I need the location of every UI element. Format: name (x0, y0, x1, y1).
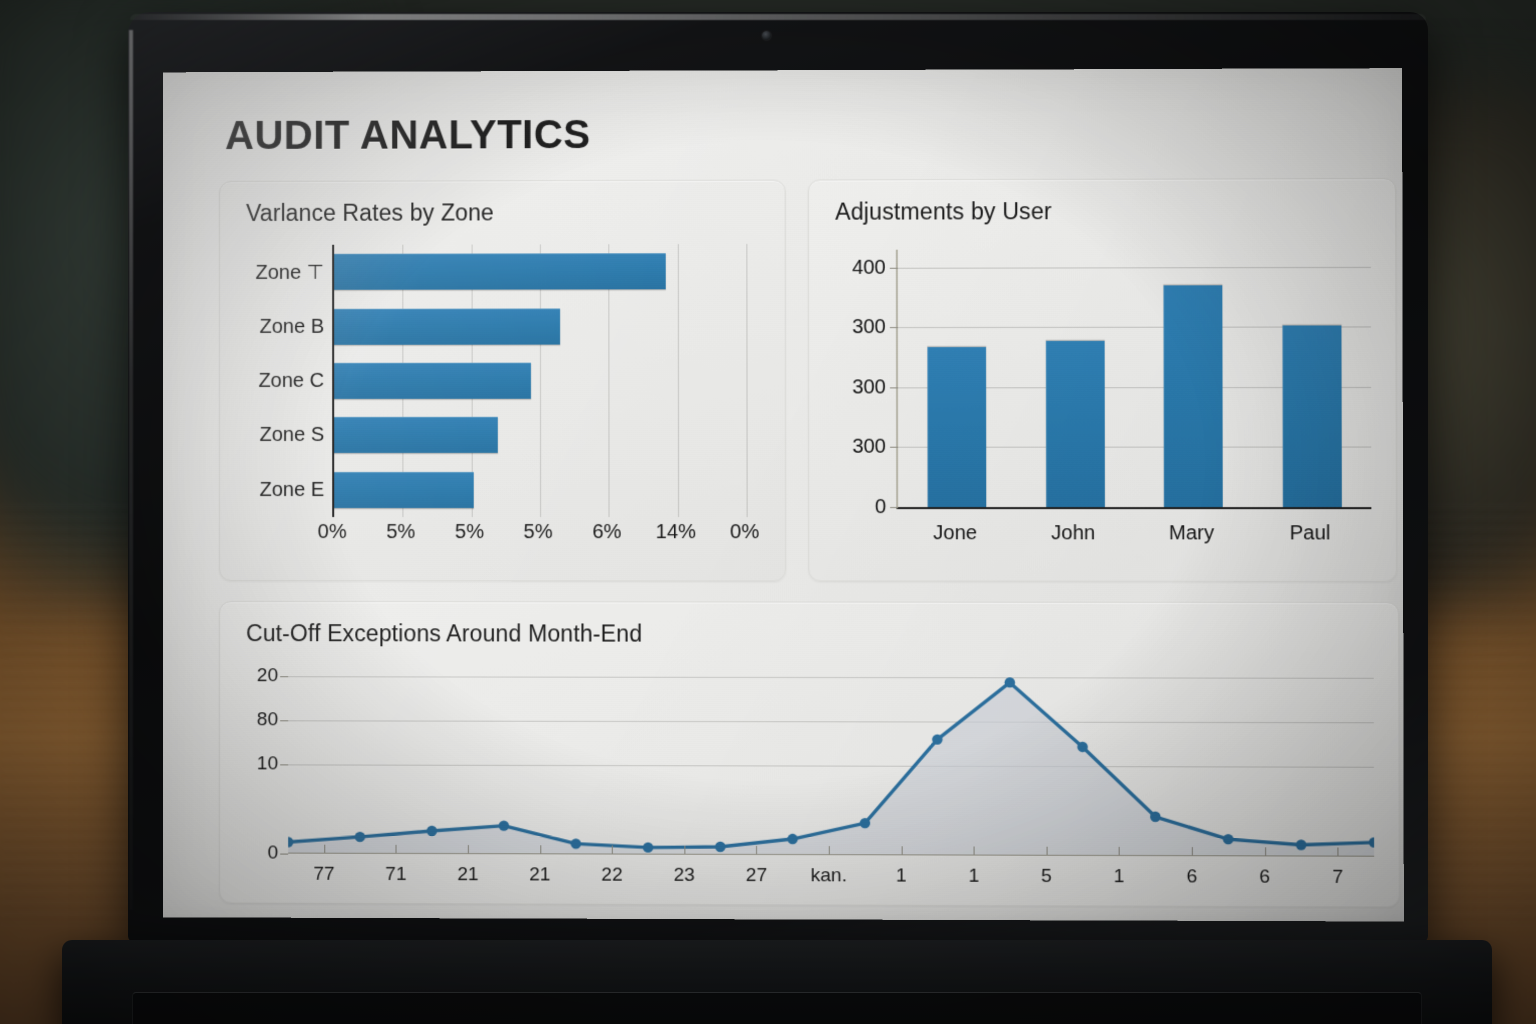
keyboard-area[interactable] (132, 992, 1422, 1024)
lid-top-highlight (130, 14, 1426, 20)
chart-cutoff-exceptions: 2080100 77712121222327kan.1151667 (238, 661, 1380, 903)
webcam-icon (762, 31, 771, 40)
line-data-point[interactable] (642, 842, 654, 853)
line-data-point[interactable] (354, 831, 366, 843)
line-series-svg (288, 677, 1375, 857)
line-data-point[interactable] (932, 734, 943, 745)
line-area-fill (288, 681, 1375, 857)
line-plot-area: 2080100 (257, 665, 1375, 864)
line-data-point[interactable] (787, 833, 798, 845)
laptop-screen: AUDIT ANALYTICS Varlance Rates by Zone Z… (162, 68, 1404, 922)
dashboard: AUDIT ANALYTICS Varlance Rates by Zone Z… (163, 68, 1404, 921)
line-data-point[interactable] (426, 825, 438, 837)
line-data-point[interactable] (288, 836, 294, 848)
line-data-point[interactable] (715, 841, 726, 853)
panel-cutoff-exceptions: Cut-Off Exceptions Around Month-End 2080… (219, 601, 1400, 908)
line-data-point[interactable] (570, 838, 582, 849)
lid-left-highlight (129, 30, 133, 910)
line-data-point[interactable] (1004, 677, 1016, 688)
line-data-point[interactable] (498, 820, 510, 831)
line-data-point[interactable] (859, 817, 871, 829)
